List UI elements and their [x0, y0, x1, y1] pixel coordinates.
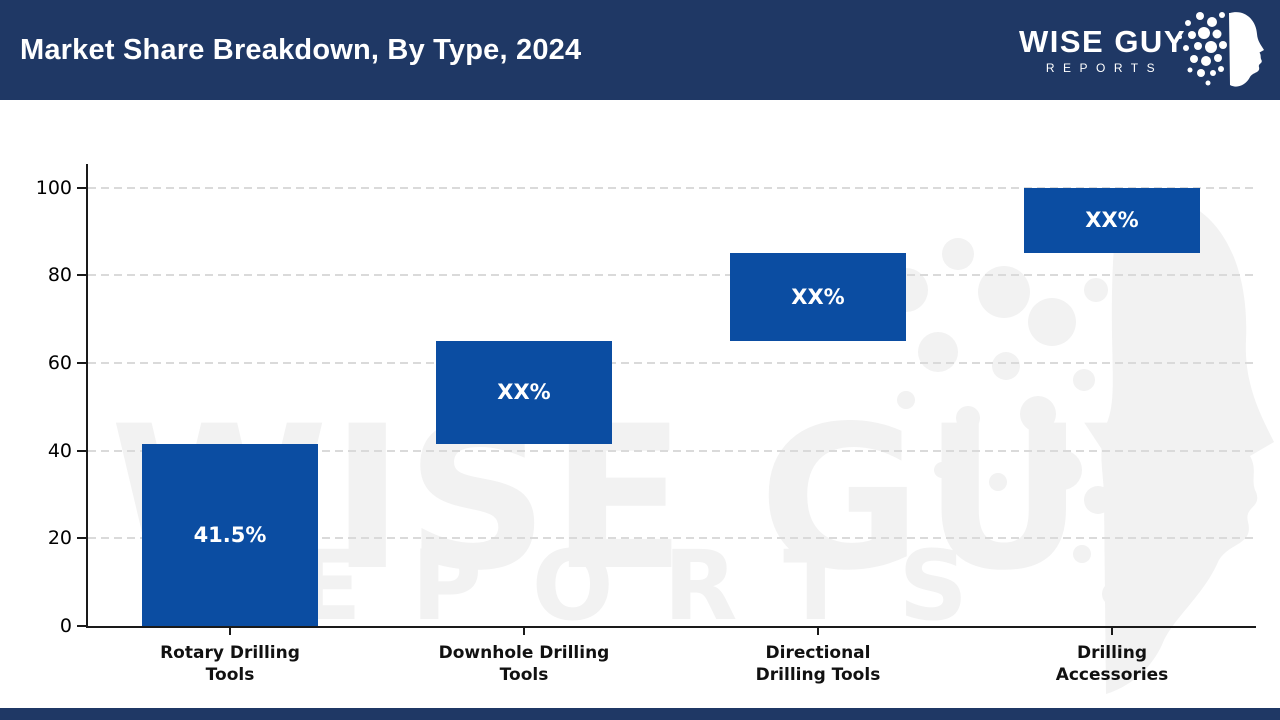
header-banner: Market Share Breakdown, By Type, 2024 WI… [0, 0, 1280, 100]
bar-value-label: XX% [1085, 208, 1139, 233]
gridline-20 [88, 537, 1256, 540]
x-axis-tick [817, 628, 819, 635]
y-axis-tick [77, 625, 86, 627]
y-axis-tick [77, 361, 86, 364]
x-axis-line [86, 626, 1256, 628]
bar-value-label: XX% [791, 285, 845, 310]
y-axis-tick-label: 20 [47, 527, 72, 550]
logo-face-icon [1178, 12, 1264, 87]
x-axis-tick [1111, 628, 1113, 635]
y-axis-tick [77, 274, 86, 277]
bar-segment: XX% [1024, 187, 1200, 254]
y-axis-tick-label: 40 [47, 439, 72, 462]
y-axis-tick [77, 186, 86, 189]
category-label: Downhole Drilling Tools [438, 643, 610, 685]
bar-value-label: 41.5% [193, 523, 267, 547]
waterfall-chart: WISE GUY REPORTS 0 20 40 60 80 100 41.5% Rotary… [0, 100, 1280, 708]
y-axis-tick [77, 449, 86, 452]
y-axis-tick-label: 0 [59, 615, 72, 637]
y-axis-line [86, 164, 88, 628]
category-label: Rotary Drilling Tools [160, 643, 300, 685]
y-axis-tick-label: 100 [35, 176, 72, 199]
watermark-face-icon [884, 194, 1274, 695]
bar-segment: XX% [436, 340, 612, 445]
category-label: Drilling Accessories [1055, 643, 1169, 685]
logo-wordmark-line2: REPORTS [1045, 60, 1164, 75]
bar-segment: 41.5% [142, 444, 318, 626]
gridline-100 [88, 186, 1256, 189]
y-axis-tick-label: 60 [47, 351, 72, 374]
bar-value-label: XX% [497, 380, 551, 405]
y-axis-tick [77, 537, 86, 540]
footer-banner [0, 708, 1280, 720]
gridline-60 [88, 361, 1256, 364]
gridline-40 [88, 449, 1256, 452]
category-label: Directional Drilling Tools [755, 643, 881, 685]
x-axis-tick [229, 628, 231, 635]
bar-segment: XX% [730, 253, 906, 341]
gridline-80 [88, 274, 1256, 277]
y-axis-tick-label: 80 [47, 264, 72, 287]
page-title: Market Share Breakdown, By Type, 2024 [20, 33, 582, 66]
logo-wordmark-line1: WISE GUY [1018, 23, 1186, 59]
wiseguy-logo: WISE GUY REPORTS [1019, 7, 1274, 93]
x-axis-tick [523, 628, 525, 635]
logo-wordmark: WISE GUY REPORTS [1019, 26, 1186, 75]
